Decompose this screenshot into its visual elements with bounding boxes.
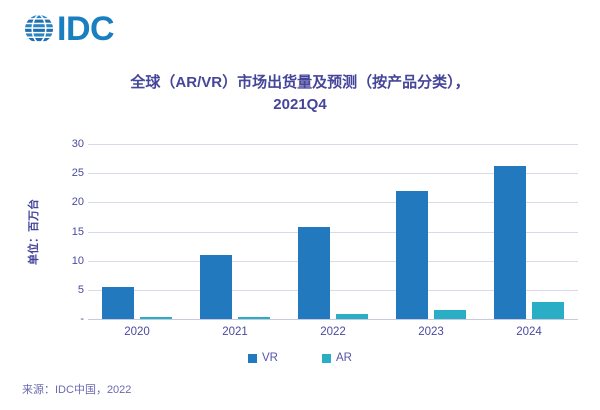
bar-ar-2021[interactable] (238, 316, 270, 319)
legend-item-vr[interactable]: VR (248, 352, 278, 364)
bar-group (88, 144, 186, 319)
bar-vr-2022[interactable] (298, 226, 330, 319)
bar-ar-2022[interactable] (336, 314, 368, 319)
bar-vr-2024[interactable] (494, 165, 526, 319)
y-axis-tick-label: 30 (71, 138, 84, 150)
gridline (88, 319, 578, 320)
bar-vr-2023[interactable] (396, 191, 428, 319)
y-axis-title-text: 单位：百万台 (28, 198, 40, 265)
y-axis: - 5 10 15 20 25 30 (50, 138, 84, 325)
idc-globe-icon (22, 12, 56, 46)
idc-logo-text: IDC (57, 10, 115, 48)
gridline (88, 231, 578, 233)
chart-legend: VR AR (0, 352, 600, 364)
y-axis-tick-label: 5 (77, 283, 84, 296)
idc-logo: IDC (22, 10, 115, 48)
x-axis-tick-label-2022: 2022 (320, 326, 346, 338)
y-axis-tick-label: 20 (71, 196, 84, 209)
legend-label: VR (262, 352, 278, 364)
bar-vr-2021[interactable] (200, 255, 232, 319)
chart-title: 全球（AR/VR）市场出货量及预测（按产品分类）， 2021Q4 (60, 72, 540, 116)
chart-title-line-1: 全球（AR/VR）市场出货量及预测（按产品分类）， (130, 74, 470, 91)
legend-swatch-icon (248, 353, 258, 363)
x-axis-tick-label-2021: 2021 (222, 326, 248, 338)
bar-vr-2020[interactable] (102, 286, 134, 319)
gridlines (88, 144, 578, 320)
x-axis-tick-label-2023: 2023 (418, 326, 444, 338)
chart-title-line-2: 2021Q4 (273, 95, 327, 113)
y-axis-tick-label: 15 (71, 225, 84, 238)
y-axis-title: 单位：百万台 (24, 144, 42, 319)
y-axis-tick-label: 25 (71, 167, 84, 180)
y-axis-tick-label: - (80, 313, 84, 325)
bars-layer (88, 144, 578, 319)
gridline (88, 289, 578, 291)
legend-swatch-icon (322, 353, 331, 363)
x-axis-tick-label-2020: 2020 (124, 326, 150, 338)
bar-ar-2024[interactable] (532, 301, 564, 319)
gridline (88, 202, 578, 204)
bar-ar-2020[interactable] (140, 317, 172, 319)
y-axis-tick-label: 10 (71, 254, 84, 267)
plot-area (88, 144, 578, 320)
legend-label: AR (336, 352, 352, 364)
bar-group (284, 144, 382, 319)
source-note: 来源：IDC中国，2022 (22, 384, 132, 396)
legend-item-ar[interactable]: AR (322, 352, 352, 364)
bar-group (480, 144, 578, 319)
gridline (88, 173, 578, 175)
gridline (88, 260, 578, 262)
x-axis-tick-label-2024: 2024 (516, 326, 542, 338)
bar-group (382, 144, 480, 319)
bar-group (186, 144, 284, 319)
gridline (88, 144, 578, 145)
x-axis: 2020 2021 2022 2023 2024 (88, 322, 578, 342)
bar-ar-2023[interactable] (434, 310, 466, 319)
